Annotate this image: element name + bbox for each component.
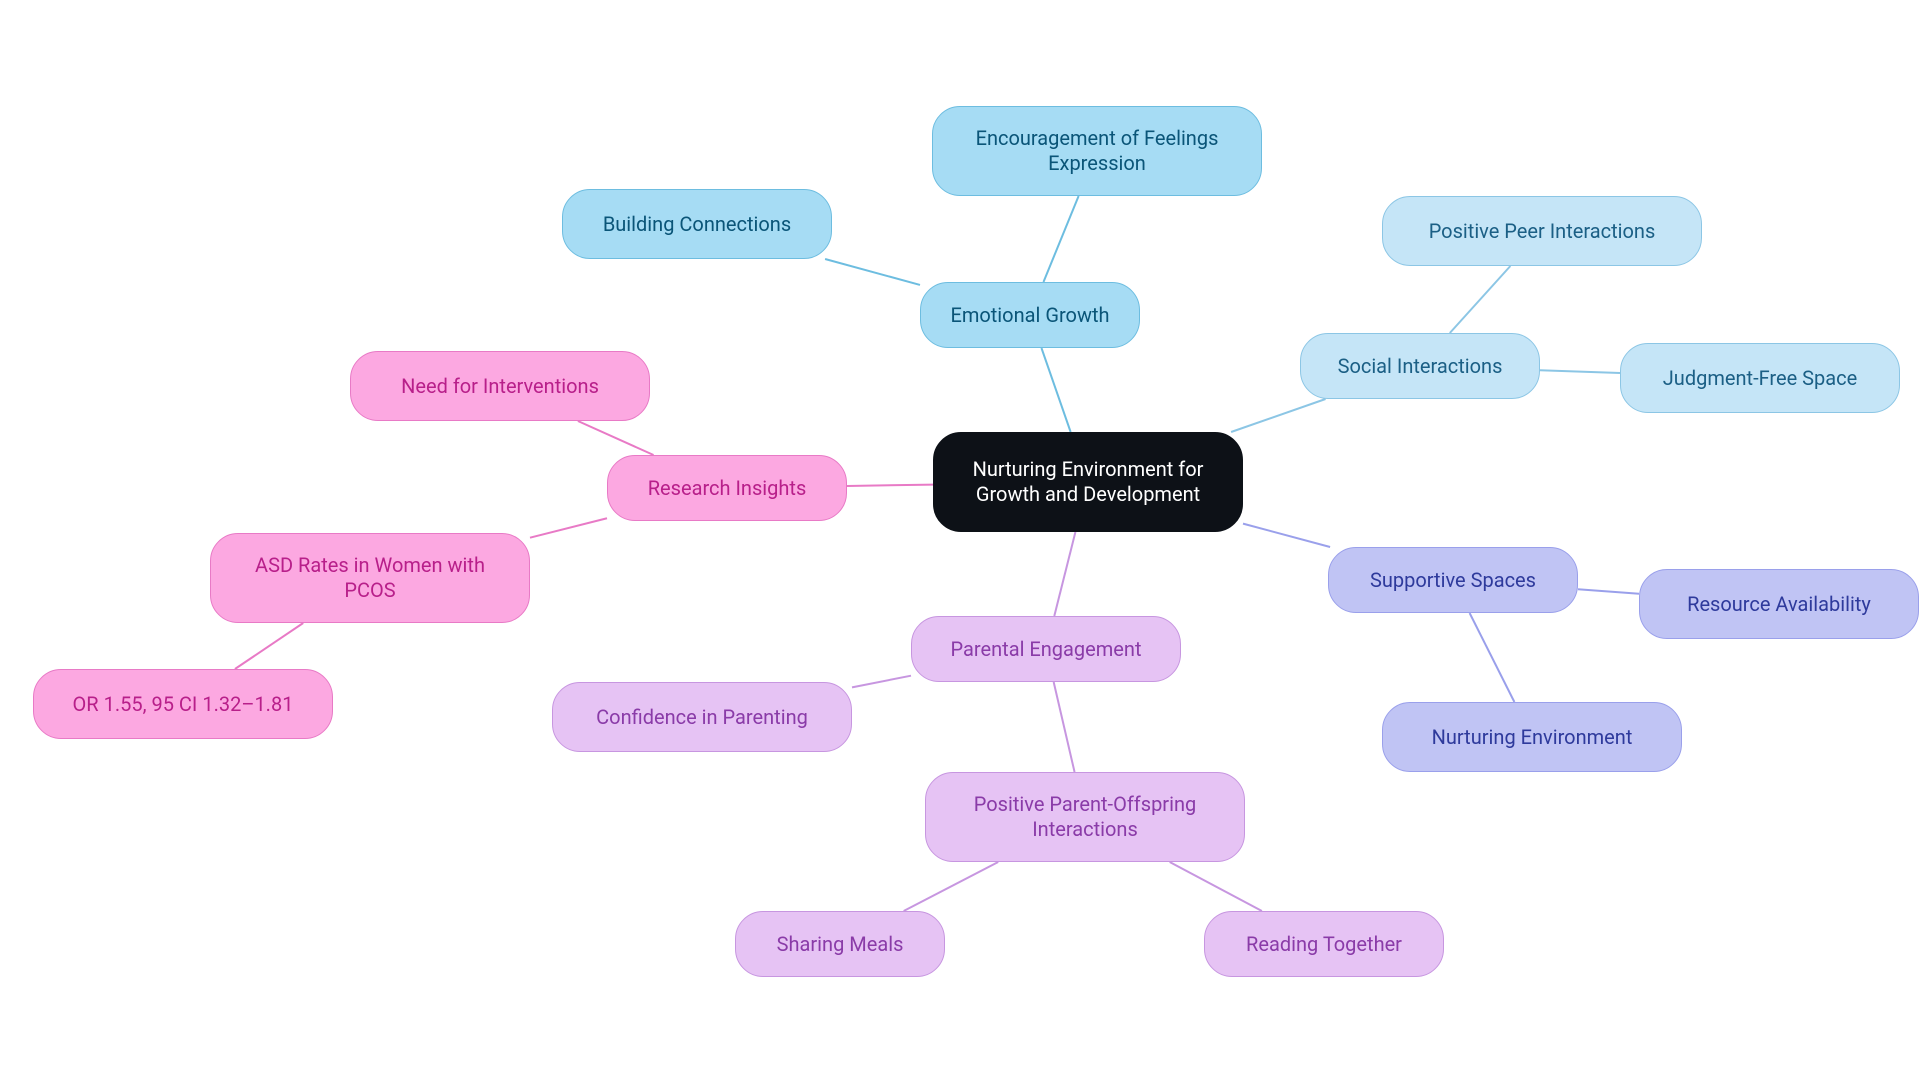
node-emo2: Building Connections [562,189,832,259]
edge-emo-emo1 [1043,196,1078,282]
edge-soc-soc2 [1540,370,1620,373]
node-res: Research Insights [607,455,847,521]
edge-par-par1 [852,676,911,688]
node-soc: Social Interactions [1300,333,1540,399]
edge-res-res2 [530,518,607,537]
node-root: Nurturing Environment for Growth and Dev… [933,432,1243,532]
edge-par2-par4 [1170,862,1262,911]
edge-root-res [847,485,933,486]
edge-root-emo [1041,348,1070,432]
node-par2: Positive Parent-Offspring Interactions [925,772,1245,862]
node-soc1: Positive Peer Interactions [1382,196,1702,266]
edge-root-sup [1243,524,1330,547]
node-emo: Emotional Growth [920,282,1140,348]
edge-sup-sup2 [1470,613,1515,702]
node-par: Parental Engagement [911,616,1181,682]
node-res3: OR 1.55, 95 CI 1.32–1.81 [33,669,333,739]
node-par1: Confidence in Parenting [552,682,852,752]
node-sup2: Nurturing Environment [1382,702,1682,772]
node-par3: Sharing Meals [735,911,945,977]
node-res1: Need for Interventions [350,351,650,421]
edge-res2-res3 [235,623,303,669]
node-sup: Supportive Spaces [1328,547,1578,613]
node-par4: Reading Together [1204,911,1444,977]
edge-root-soc [1231,399,1325,432]
edge-root-par [1054,532,1075,616]
node-soc2: Judgment-Free Space [1620,343,1900,413]
edge-res-res1 [578,421,654,455]
edge-par-par2 [1054,682,1075,772]
node-res2: ASD Rates in Women with PCOS [210,533,530,623]
node-sup1: Resource Availability [1639,569,1919,639]
edge-soc-soc1 [1450,266,1511,333]
edge-par2-par3 [904,862,999,911]
edge-sup-sup1 [1578,589,1639,593]
node-emo1: Encouragement of Feelings Expression [932,106,1262,196]
edge-emo-emo2 [825,259,920,285]
